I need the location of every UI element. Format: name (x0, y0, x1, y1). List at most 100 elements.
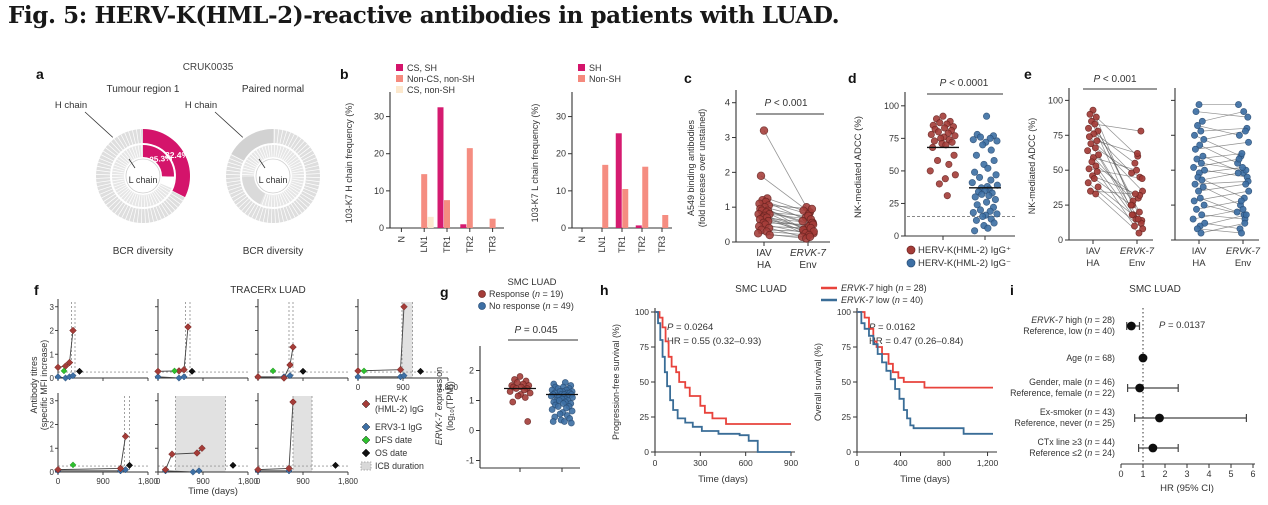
svg-text:SMC LUAD: SMC LUAD (507, 277, 556, 288)
svg-text:Env: Env (799, 260, 816, 271)
svg-text:30: 30 (556, 112, 566, 122)
svg-text:900: 900 (296, 477, 310, 486)
svg-text:CTx line ≥3 (n = 44): CTx line ≥3 (n = 44) (1038, 437, 1116, 447)
svg-text:TR3: TR3 (657, 236, 667, 253)
svg-text:LN1: LN1 (419, 236, 429, 253)
figure-caption: Fig. 5: HERV-K(HML-2)-reactive antibodie… (8, 2, 840, 29)
svg-text:ICB duration: ICB duration (375, 461, 424, 471)
panel-label-c: c (684, 70, 692, 86)
svg-text:25.3%: 25.3% (149, 154, 172, 165)
svg-text:Non-CS, non-SH: Non-CS, non-SH (407, 74, 475, 84)
svg-text:0: 0 (1118, 469, 1123, 479)
svg-text:LN1: LN1 (597, 236, 607, 253)
svg-text:P < 0.001: P < 0.001 (1093, 74, 1137, 85)
svg-text:3: 3 (725, 133, 730, 144)
panel-c-chart: A549 binding antibodies (fold increase ov… (686, 90, 830, 271)
svg-text:1: 1 (469, 396, 474, 406)
svg-text:ERV3-1 IgG: ERV3-1 IgG (375, 422, 422, 432)
svg-text:10: 10 (374, 186, 384, 196)
svg-text:75: 75 (1053, 130, 1063, 140)
svg-text:P < 0.001: P < 0.001 (764, 98, 808, 109)
svg-text:2: 2 (725, 167, 730, 178)
svg-text:32.4%: 32.4% (165, 150, 190, 160)
svg-text:P = 0.0137: P = 0.0137 (1159, 320, 1205, 331)
svg-text:1,800: 1,800 (238, 477, 259, 486)
svg-text:50: 50 (1053, 165, 1063, 175)
svg-text:ERVK-7 expression: ERVK-7 expression (434, 367, 444, 445)
svg-text:0: 0 (846, 447, 851, 457)
svg-text:900: 900 (396, 383, 410, 392)
svg-text:10: 10 (556, 186, 566, 196)
svg-text:N: N (396, 236, 406, 243)
svg-text:75: 75 (889, 133, 899, 143)
svg-text:Reference ≤2 (n = 24): Reference ≤2 (n = 24) (1029, 448, 1115, 458)
svg-text:(specific MFI increase): (specific MFI increase) (39, 340, 49, 431)
svg-text:ERVK-7: ERVK-7 (1120, 246, 1155, 257)
svg-text:100: 100 (1048, 95, 1063, 105)
svg-text:IAV: IAV (1086, 246, 1101, 257)
svg-text:-1: -1 (466, 456, 474, 466)
svg-text:2: 2 (469, 366, 474, 376)
panel-f-titre-grid: TRACERx LUAD Antibody titres (specific MFI… (28, 282, 468, 505)
svg-text:(HML-2) IgG: (HML-2) IgG (375, 404, 424, 414)
svg-text:Ex-smoker (n = 43): Ex-smoker (n = 43) (1040, 407, 1115, 417)
panel-g-expression-scatter: SMC LUAD Response (n = 19) No response (n … (428, 276, 596, 505)
svg-text:1,800: 1,800 (338, 477, 359, 486)
svg-text:L chain: L chain (129, 175, 158, 185)
svg-text:0: 0 (156, 477, 161, 486)
svg-text:HA: HA (1192, 258, 1206, 269)
svg-text:100: 100 (837, 307, 851, 317)
svg-text:TR1: TR1 (617, 236, 627, 253)
svg-text:103-K7 L chain frequency (%): 103-K7 L chain frequency (%) (530, 104, 540, 223)
svg-text:3: 3 (1184, 469, 1189, 479)
svg-text:HA: HA (1086, 258, 1100, 269)
svg-text:900: 900 (784, 458, 798, 468)
svg-text:N: N (577, 236, 587, 243)
svg-text:Time (days): Time (days) (900, 474, 950, 485)
svg-text:ERVK-7 high (n = 28): ERVK-7 high (n = 28) (1031, 315, 1115, 325)
svg-text:SMC LUAD: SMC LUAD (1129, 284, 1181, 295)
svg-text:4: 4 (725, 98, 730, 109)
svg-text:Env: Env (1129, 258, 1146, 269)
svg-text:6: 6 (1250, 469, 1255, 479)
svg-text:(log₁₀(TPM)): (log₁₀(TPM)) (445, 381, 455, 431)
panel-label-d: d (848, 70, 857, 86)
svg-text:Time (days): Time (days) (698, 474, 748, 485)
svg-text:0: 0 (725, 237, 730, 248)
svg-text:30: 30 (374, 112, 384, 122)
svg-text:2: 2 (50, 327, 55, 336)
panel-label-e: e (1024, 66, 1032, 82)
svg-text:P < 0.0001: P < 0.0001 (940, 78, 989, 89)
svg-text:25: 25 (640, 412, 650, 422)
panel-d-adcc-scatter: NK-mediated ADCC (%) 0 25 50 75 100 P < 0.0001… (843, 56, 1025, 284)
svg-text:100: 100 (884, 101, 899, 111)
svg-text:4: 4 (1206, 469, 1211, 479)
svg-text:SH: SH (589, 63, 602, 73)
svg-text:0: 0 (356, 383, 361, 392)
svg-text:HR (95% CI): HR (95% CI) (1160, 483, 1214, 494)
svg-text:5: 5 (1228, 469, 1233, 479)
svg-text:0: 0 (379, 223, 384, 233)
panel-i-chart: SMC LUAD P = 0.0137 ERVK-7 high (n = 28) Re… (1010, 284, 1255, 494)
panel-i-forest-plot: SMC LUAD P = 0.0137 ERVK-7 high (n = 28) Re… (1003, 282, 1268, 505)
svg-text:H chain: H chain (185, 100, 217, 111)
svg-text:ERVK-7: ERVK-7 (1226, 246, 1261, 257)
svg-text:50: 50 (842, 377, 852, 387)
svg-text:100: 100 (635, 307, 649, 317)
svg-text:L chain: L chain (259, 175, 288, 185)
svg-text:600: 600 (739, 458, 753, 468)
svg-text:50: 50 (889, 166, 899, 176)
svg-text:CRUK0035: CRUK0035 (183, 62, 234, 73)
svg-text:50: 50 (640, 377, 650, 387)
svg-text:3: 3 (50, 397, 55, 406)
svg-text:Time (days): Time (days) (188, 486, 238, 497)
svg-text:1: 1 (50, 444, 55, 453)
svg-text:1,200: 1,200 (977, 458, 999, 468)
panel-e-chart: NK-mediated ADCC (%) P < 0.001 0 25 50 75 100 I… (1027, 74, 1261, 269)
svg-text:ERVK-7 low (n = 40): ERVK-7 low (n = 40) (841, 295, 923, 305)
svg-text:Reference, never (n = 25): Reference, never (n = 25) (1014, 418, 1115, 428)
svg-text:H chain: H chain (55, 100, 87, 111)
panel-a-donut-charts: CRUK0035 Tumour region 1 BCR diversity H ch… (30, 56, 330, 274)
svg-text:0: 0 (561, 223, 566, 233)
